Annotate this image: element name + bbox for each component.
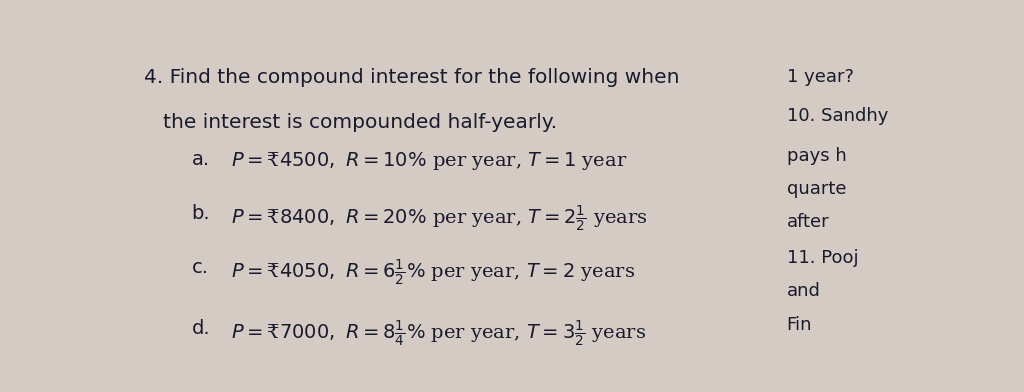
Text: the interest is compounded half-yearly.: the interest is compounded half-yearly. bbox=[143, 113, 557, 132]
Text: c.: c. bbox=[191, 258, 209, 277]
Text: 11. Pooj: 11. Pooj bbox=[786, 249, 858, 267]
Text: $P = $₹$7000,\ R = 8\frac{1}{4}\%$ per year, $T = 3\frac{1}{2}$ years: $P = $₹$7000,\ R = 8\frac{1}{4}\%$ per y… bbox=[231, 319, 646, 349]
Text: $P = $₹$8400,\ R = 20\%$ per year, $T = 2\frac{1}{2}$ years: $P = $₹$8400,\ R = 20\%$ per year, $T = … bbox=[231, 204, 648, 234]
Text: pays h: pays h bbox=[786, 147, 847, 165]
Text: quarte: quarte bbox=[786, 180, 846, 198]
Text: after: after bbox=[786, 213, 829, 231]
Text: 1 year?: 1 year? bbox=[786, 68, 854, 86]
Text: $P = $₹$4050,\ R = 6\frac{1}{2}\%$ per year, $T = 2$ years: $P = $₹$4050,\ R = 6\frac{1}{2}\%$ per y… bbox=[231, 258, 635, 289]
Text: and: and bbox=[786, 283, 820, 301]
Text: b.: b. bbox=[191, 204, 210, 223]
Text: Fin: Fin bbox=[786, 316, 812, 334]
Text: d.: d. bbox=[191, 319, 210, 338]
Text: a.: a. bbox=[191, 150, 210, 169]
Text: $P = $₹$4500,\ R = 10\%$ per year, $T = 1$ year: $P = $₹$4500,\ R = 10\%$ per year, $T = … bbox=[231, 150, 628, 172]
Text: 4. Find the compound interest for the following when: 4. Find the compound interest for the fo… bbox=[143, 68, 679, 87]
Text: 10. Sandhy: 10. Sandhy bbox=[786, 107, 888, 125]
